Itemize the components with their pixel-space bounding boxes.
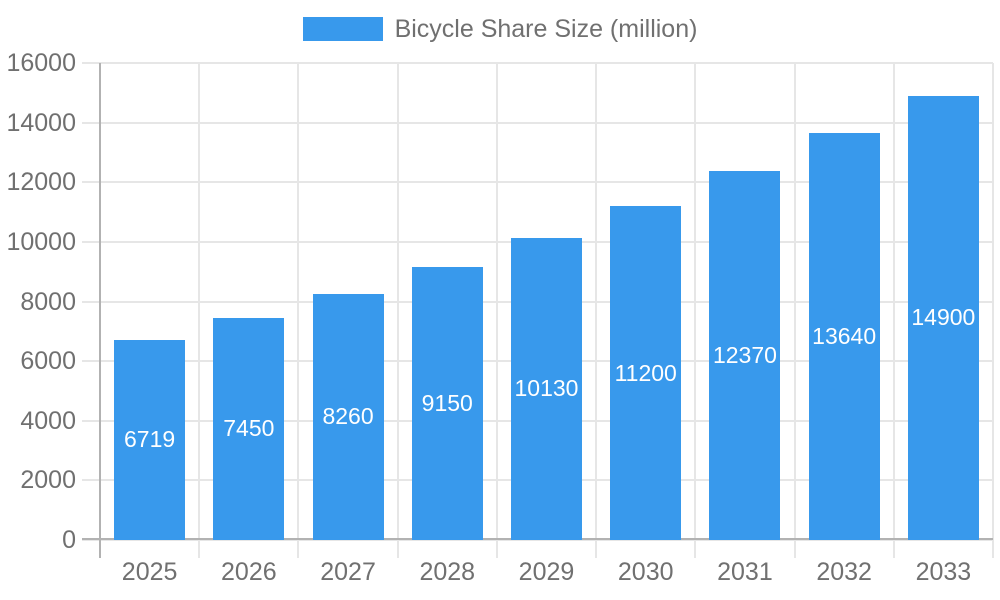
y-tick-label: 12000 — [6, 168, 76, 197]
x-gridline — [892, 63, 895, 558]
bar-value-label: 11200 — [614, 359, 677, 386]
y-gridline — [82, 62, 993, 64]
x-gridline — [793, 63, 796, 558]
y-tick-label: 6000 — [20, 347, 76, 376]
bar-2032[interactable]: 13640 — [808, 133, 880, 540]
legend-swatch — [302, 17, 383, 41]
y-tick-label: 10000 — [6, 227, 76, 256]
bar-2033[interactable]: 14900 — [907, 95, 979, 540]
x-gridline — [595, 63, 598, 558]
x-gridline — [992, 63, 994, 558]
bar-2025[interactable]: 6719 — [114, 339, 186, 540]
x-tick-label: 2028 — [419, 558, 476, 586]
x-gridline — [396, 63, 399, 558]
bar-value-label: 8260 — [322, 403, 374, 430]
bar-2031[interactable]: 12370 — [709, 171, 781, 540]
x-tick-label: 2027 — [320, 558, 376, 586]
bar-2028[interactable]: 9150 — [411, 267, 483, 540]
legend-label: Bicycle Share Size (million) — [394, 15, 698, 43]
bar-value-label: 9150 — [421, 390, 473, 417]
bar-value-label: 13640 — [812, 323, 877, 350]
x-tick-label: 2031 — [717, 558, 773, 586]
y-gridline — [82, 539, 993, 541]
x-gridline — [694, 63, 697, 558]
y-tick-label: 14000 — [6, 108, 76, 137]
x-gridline — [198, 63, 201, 558]
bar-2027[interactable]: 8260 — [312, 293, 384, 540]
y-tick-label: 16000 — [6, 49, 76, 77]
legend-item[interactable]: Bicycle Share Size (million) — [0, 14, 1000, 44]
x-tick-label: 2033 — [915, 558, 972, 586]
x-tick-label: 2025 — [121, 558, 178, 586]
x-tick-label: 2032 — [816, 558, 872, 586]
x-gridline — [495, 63, 498, 558]
y-tick-label: 8000 — [20, 287, 76, 316]
bar-2030[interactable]: 11200 — [610, 206, 682, 540]
x-tick-label: 2026 — [221, 558, 277, 586]
y-tick-label: 4000 — [20, 406, 76, 435]
bar-value-label: 10130 — [514, 375, 579, 402]
bar-value-label: 6719 — [124, 426, 176, 453]
bar-value-label: 12370 — [712, 342, 777, 369]
y-tick-label: 2000 — [20, 466, 76, 495]
x-tick-label: 2029 — [518, 558, 575, 586]
bar-value-label: 7450 — [223, 415, 275, 442]
x-tick-label: 2030 — [617, 558, 674, 586]
bar-value-label: 14900 — [911, 304, 976, 331]
bar-2026[interactable]: 7450 — [213, 317, 285, 540]
y-gridline — [82, 121, 993, 124]
x-gridline — [297, 63, 300, 558]
bar-2029[interactable]: 10130 — [511, 237, 582, 540]
y-gridline — [82, 181, 993, 184]
y-tick-label: 0 — [62, 526, 76, 554]
y-axis-line — [99, 63, 101, 558]
